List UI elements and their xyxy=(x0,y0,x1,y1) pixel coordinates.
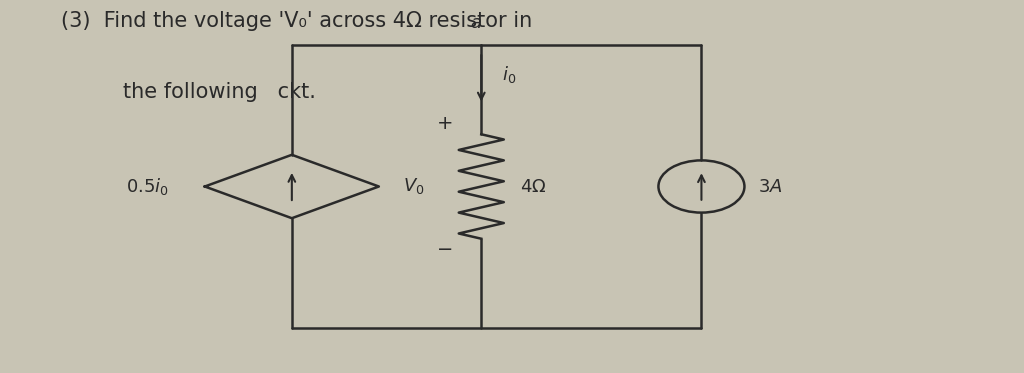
Text: $3A$: $3A$ xyxy=(758,178,782,195)
Text: $i_0$: $i_0$ xyxy=(502,64,516,85)
Text: $0.5i_0$: $0.5i_0$ xyxy=(126,176,169,197)
Text: $4\Omega$: $4\Omega$ xyxy=(520,178,547,195)
Text: +: + xyxy=(437,114,454,132)
Text: the following   ckt.: the following ckt. xyxy=(123,82,315,102)
Text: (3)  Find the voltage 'V₀' across 4Ω resistor in: (3) Find the voltage 'V₀' across 4Ω resi… xyxy=(61,11,532,31)
Text: $V_0$: $V_0$ xyxy=(403,176,425,197)
Text: a: a xyxy=(471,14,481,32)
Text: −: − xyxy=(437,241,454,259)
